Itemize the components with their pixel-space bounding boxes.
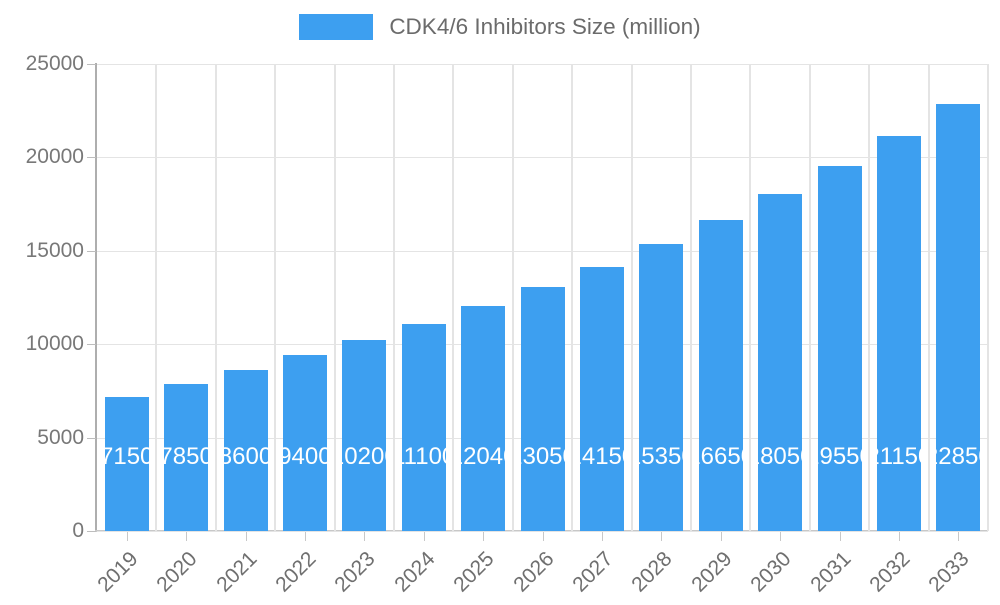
chart-legend: CDK4/6 Inhibitors Size (million) (0, 14, 1000, 40)
bar[interactable]: 10200 (342, 340, 387, 531)
bar-value-label: 11100 (402, 443, 446, 470)
x-tick-mark (423, 532, 425, 541)
y-tick-label: 5000 (37, 425, 84, 449)
y-tick-label: 25000 (25, 52, 84, 75)
gridline-vertical (927, 64, 930, 531)
x-tick-label: 2028 (627, 547, 677, 597)
bar[interactable]: 8600 (223, 370, 268, 531)
y-tick-mark (87, 250, 96, 252)
gridline-vertical (749, 64, 752, 531)
x-tick-label: 2026 (508, 547, 559, 597)
bar[interactable]: 7150 (104, 397, 149, 531)
bar[interactable]: 21150 (876, 135, 921, 531)
bar[interactable]: 19550 (817, 165, 862, 531)
bar[interactable]: 18050 (758, 193, 803, 531)
x-tick-label: 2020 (152, 547, 202, 597)
x-tick-mark (601, 532, 603, 541)
x-tick-mark (839, 532, 841, 541)
x-tick-label: 2021 (211, 547, 262, 597)
x-tick-mark (483, 532, 485, 541)
bar-value-label: 12040 (461, 443, 505, 470)
bar[interactable]: 16650 (698, 219, 743, 531)
bar-value-label: 15350 (639, 443, 683, 470)
x-tick-label: 2025 (449, 547, 499, 597)
y-tick-mark (87, 531, 96, 532)
x-tick-mark (126, 532, 128, 541)
gridline-horizontal (97, 250, 988, 252)
bar-value-label: 16650 (699, 443, 743, 470)
gridline-vertical (690, 64, 692, 531)
bar-value-label: 7150 (104, 443, 149, 470)
bar-value-label: 19550 (818, 443, 862, 470)
y-tick-mark (87, 64, 96, 65)
gridline-vertical (452, 64, 455, 531)
gridline-vertical (274, 64, 277, 531)
y-tick-label: 10000 (25, 332, 84, 356)
bar[interactable]: 14150 (579, 266, 624, 531)
x-tick-label: 2019 (92, 547, 143, 597)
bar[interactable]: 11100 (401, 323, 446, 531)
legend-item[interactable]: CDK4/6 Inhibitors Size (million) (299, 13, 701, 40)
y-tick-label: 0 (72, 519, 84, 542)
bar-value-label: 18050 (758, 443, 802, 470)
gridline-vertical (868, 64, 871, 531)
gridline-horizontal (97, 64, 988, 65)
gridline-vertical (393, 64, 395, 531)
x-tick-mark (542, 532, 544, 541)
bar-value-label: 21150 (877, 443, 921, 470)
gridline-vertical (571, 64, 574, 531)
gridline-vertical (987, 64, 989, 531)
y-tick-mark (87, 344, 96, 346)
bar-value-label: 22850 (936, 443, 980, 470)
x-tick-mark (898, 532, 900, 541)
bar-value-label: 14150 (580, 443, 624, 470)
x-tick-label: 2031 (805, 547, 856, 597)
x-tick-label: 2033 (924, 547, 974, 597)
bar-value-label: 10200 (342, 443, 386, 470)
plot-area: 7150 7850 8600 9400 10200 11100 12040 13050 1415… (97, 64, 989, 532)
bar-value-label: 13050 (521, 443, 565, 470)
x-tick-mark (364, 532, 366, 541)
gridline-vertical (214, 64, 217, 531)
bar[interactable]: 22850 (936, 104, 981, 531)
legend-color-swatch (299, 14, 374, 40)
x-tick-label: 2029 (686, 547, 737, 597)
x-tick-mark (958, 532, 960, 541)
x-tick-mark (245, 532, 247, 541)
y-tick-label: 15000 (25, 238, 84, 262)
bar-value-label: 8600 (223, 443, 268, 470)
x-tick-mark (720, 532, 722, 541)
y-tick-label: 20000 (25, 145, 84, 169)
gridline-vertical (511, 64, 514, 531)
x-tick-label: 2027 (568, 547, 618, 597)
gridline-horizontal (97, 531, 988, 532)
legend-label: CDK4/6 Inhibitors Size (million) (389, 13, 701, 39)
x-tick-label: 2032 (865, 547, 915, 597)
bar[interactable]: 7850 (164, 384, 209, 531)
x-tick-mark (780, 532, 782, 541)
x-tick-mark (304, 532, 306, 541)
x-tick-label: 2022 (271, 547, 321, 597)
bar-value-label: 7850 (164, 443, 209, 470)
x-tick-label: 2024 (389, 547, 440, 597)
bar[interactable]: 9400 (282, 355, 327, 531)
bar[interactable]: 12040 (461, 306, 506, 531)
y-tick-mark (87, 157, 96, 159)
x-tick-label: 2023 (330, 547, 380, 597)
bar-value-label: 9400 (282, 443, 327, 470)
x-tick-mark (661, 532, 663, 541)
gridline-vertical (333, 64, 336, 531)
y-axis-line (95, 63, 97, 532)
x-tick-label: 2030 (746, 547, 796, 597)
gridline-horizontal (97, 157, 988, 159)
bar[interactable]: 13050 (520, 287, 565, 531)
bar[interactable]: 15350 (639, 244, 684, 531)
x-tick-mark (186, 532, 188, 541)
gridline-vertical (630, 64, 633, 531)
gridline-vertical (155, 64, 158, 531)
gridline-vertical (808, 64, 811, 531)
y-tick-mark (87, 437, 96, 439)
